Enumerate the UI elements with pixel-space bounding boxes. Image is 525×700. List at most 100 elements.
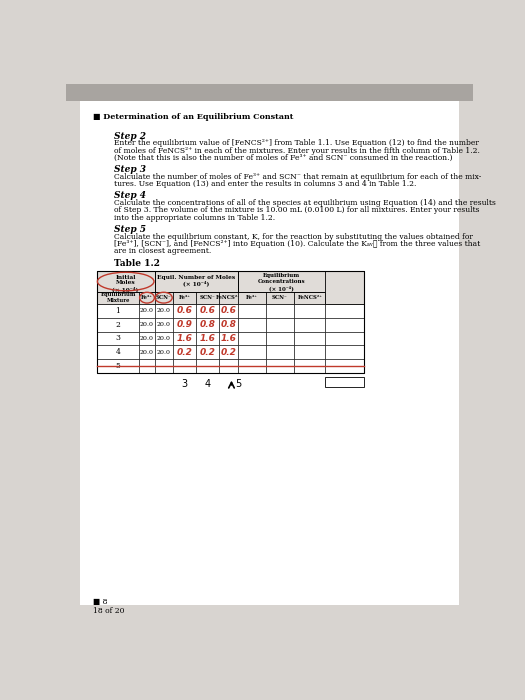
Text: 20.0: 20.0 bbox=[156, 336, 171, 341]
Bar bbox=[97, 359, 139, 373]
Text: FeNCS²⁺: FeNCS²⁺ bbox=[216, 295, 241, 300]
Bar bbox=[155, 304, 173, 318]
Bar bbox=[173, 291, 196, 304]
Bar bbox=[266, 291, 294, 304]
Bar bbox=[294, 332, 325, 345]
Text: SCN⁻: SCN⁻ bbox=[200, 295, 215, 300]
Bar bbox=[266, 332, 294, 345]
Bar bbox=[326, 318, 364, 332]
Bar bbox=[139, 359, 155, 373]
Text: of Step 3. The volume of the mixture is 10.00 mL (0.0100 L) for all mixtures. En: of Step 3. The volume of the mixture is … bbox=[114, 206, 480, 214]
Bar bbox=[97, 345, 139, 359]
Text: 20.0: 20.0 bbox=[156, 322, 171, 327]
Bar bbox=[173, 332, 196, 345]
Text: 20.0: 20.0 bbox=[140, 308, 154, 314]
Text: ■ Determination of an Equilibrium Constant: ■ Determination of an Equilibrium Consta… bbox=[93, 113, 293, 121]
Bar bbox=[238, 318, 266, 332]
Bar bbox=[155, 272, 238, 291]
Text: 3: 3 bbox=[181, 379, 187, 389]
Bar bbox=[155, 345, 173, 359]
Text: Equil. Number of Moles
(× 10⁻⁴): Equil. Number of Moles (× 10⁻⁴) bbox=[157, 274, 235, 286]
Bar bbox=[139, 332, 155, 345]
Text: 0.8: 0.8 bbox=[220, 320, 236, 329]
Bar bbox=[219, 332, 238, 345]
Text: Calculate the equilibrium constant, K, for the reaction by substituting the valu: Calculate the equilibrium constant, K, f… bbox=[114, 232, 474, 241]
Text: 0.2: 0.2 bbox=[176, 348, 192, 357]
Text: 20.0: 20.0 bbox=[140, 350, 154, 355]
Text: 0.2: 0.2 bbox=[200, 348, 215, 357]
Bar bbox=[196, 345, 219, 359]
Bar bbox=[97, 291, 139, 304]
Bar bbox=[97, 272, 364, 373]
Text: ■ 8: ■ 8 bbox=[93, 598, 107, 606]
Bar bbox=[219, 304, 238, 318]
Bar bbox=[266, 359, 294, 373]
Text: (Note that this is also the number of moles of Fe³⁺ and SCN⁻ consumed in the rea: (Note that this is also the number of mo… bbox=[114, 154, 453, 162]
Text: FeNCS²⁺: FeNCS²⁺ bbox=[297, 295, 322, 300]
Text: Step 5: Step 5 bbox=[114, 225, 146, 234]
Text: of moles of FeNCS²⁺ in each of the mixtures. Enter your results in the fifth col: of moles of FeNCS²⁺ in each of the mixtu… bbox=[114, 147, 480, 155]
Text: 2: 2 bbox=[116, 321, 120, 328]
Bar bbox=[97, 272, 155, 291]
Bar bbox=[326, 377, 364, 387]
Text: Fe³⁺: Fe³⁺ bbox=[141, 295, 153, 300]
Bar bbox=[326, 304, 364, 318]
Text: Step 2: Step 2 bbox=[114, 132, 146, 141]
Text: 5: 5 bbox=[235, 379, 242, 389]
Bar bbox=[155, 291, 173, 304]
Text: Step 4: Step 4 bbox=[114, 191, 146, 200]
Text: Fe³⁺: Fe³⁺ bbox=[246, 295, 258, 300]
Bar bbox=[139, 291, 155, 304]
Text: SCN⁻: SCN⁻ bbox=[156, 295, 172, 300]
Text: 1.6: 1.6 bbox=[200, 334, 215, 343]
Bar bbox=[173, 304, 196, 318]
Bar bbox=[155, 318, 173, 332]
Text: Equilibrium
Concentrations
(× 10⁻⁴): Equilibrium Concentrations (× 10⁻⁴) bbox=[258, 273, 305, 290]
Text: 0.9: 0.9 bbox=[176, 320, 192, 329]
Bar bbox=[219, 318, 238, 332]
Bar bbox=[196, 291, 219, 304]
Text: K: K bbox=[341, 284, 348, 292]
Text: Enter the equilibrium value of [FeNCS²⁺] from Table 1.1. Use Equation (12) to fi: Enter the equilibrium value of [FeNCS²⁺]… bbox=[114, 139, 479, 148]
Text: Equilibrium
Mixture: Equilibrium Mixture bbox=[100, 293, 135, 303]
Bar bbox=[238, 291, 266, 304]
Bar bbox=[219, 291, 238, 304]
Bar bbox=[238, 345, 266, 359]
Text: Calculate the number of moles of Fe³⁺ and SCN⁻ that remain at equilibrium for ea: Calculate the number of moles of Fe³⁺ an… bbox=[114, 173, 482, 181]
Text: Calculate the concentrations of all of the species at equilibrium using Equation: Calculate the concentrations of all of t… bbox=[114, 199, 496, 207]
Bar bbox=[294, 345, 325, 359]
Bar bbox=[326, 332, 364, 345]
Bar bbox=[326, 272, 364, 304]
Text: 1.6: 1.6 bbox=[220, 334, 236, 343]
Bar bbox=[294, 359, 325, 373]
Bar bbox=[294, 318, 325, 332]
Text: tures. Use Equation (13) and enter the results in columns 3 and 4 in Table 1.2.: tures. Use Equation (13) and enter the r… bbox=[114, 180, 417, 188]
Bar bbox=[139, 345, 155, 359]
Bar bbox=[326, 345, 364, 359]
Text: Fe³⁺: Fe³⁺ bbox=[178, 295, 190, 300]
Text: 20.0: 20.0 bbox=[156, 308, 171, 314]
Bar bbox=[326, 359, 364, 373]
Bar bbox=[266, 318, 294, 332]
Bar bbox=[266, 304, 294, 318]
Text: 20.0: 20.0 bbox=[140, 322, 154, 327]
Bar bbox=[97, 332, 139, 345]
Text: Initial
Moles
(× 10⁻⁴): Initial Moles (× 10⁻⁴) bbox=[112, 274, 139, 292]
Bar bbox=[173, 318, 196, 332]
Text: Kₐᵥᵲ:: Kₐᵥᵲ: bbox=[337, 379, 352, 385]
Bar bbox=[97, 318, 139, 332]
Bar bbox=[97, 304, 139, 318]
Text: 3: 3 bbox=[116, 335, 120, 342]
Text: 20.0: 20.0 bbox=[140, 336, 154, 341]
Text: into the appropriate columns in Table 1.2.: into the appropriate columns in Table 1.… bbox=[114, 214, 276, 222]
Bar bbox=[238, 332, 266, 345]
Text: are in closest agreement.: are in closest agreement. bbox=[114, 247, 212, 256]
Bar bbox=[294, 291, 325, 304]
Bar bbox=[173, 359, 196, 373]
Text: 4: 4 bbox=[116, 349, 120, 356]
Bar bbox=[155, 332, 173, 345]
Bar bbox=[238, 272, 364, 291]
Bar bbox=[139, 318, 155, 332]
Bar bbox=[139, 304, 155, 318]
Bar bbox=[155, 359, 173, 373]
